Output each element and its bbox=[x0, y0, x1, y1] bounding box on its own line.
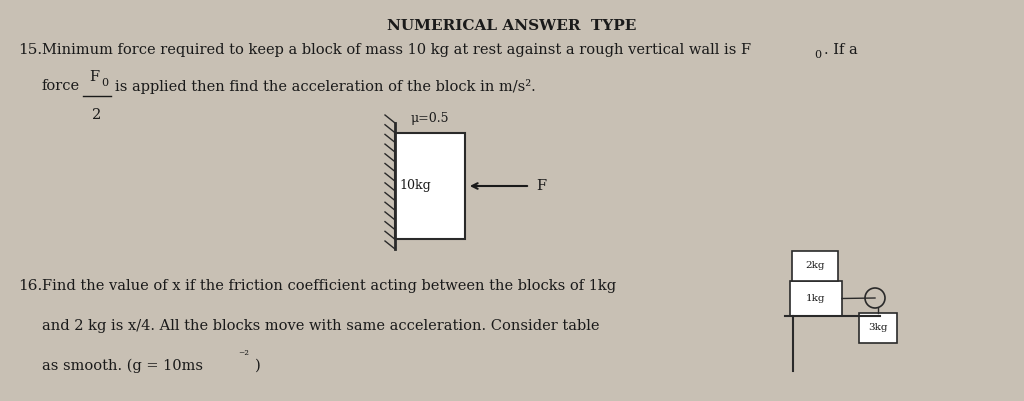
Text: 2kg: 2kg bbox=[805, 261, 824, 271]
Text: 0: 0 bbox=[101, 78, 109, 88]
Text: as smooth. (g = 10ms: as smooth. (g = 10ms bbox=[42, 359, 203, 373]
Text: Find the value of x if the friction coefficient acting between the blocks of 1kg: Find the value of x if the friction coef… bbox=[42, 279, 616, 293]
Text: is applied then find the acceleration of the block in m/s².: is applied then find the acceleration of… bbox=[115, 79, 536, 94]
Text: 15.: 15. bbox=[18, 43, 42, 57]
Text: 0: 0 bbox=[814, 50, 821, 60]
Bar bbox=[395, 133, 465, 239]
Text: Minimum force required to keep a block of mass 10 kg at rest against a rough ver: Minimum force required to keep a block o… bbox=[42, 43, 752, 57]
Text: 16.: 16. bbox=[18, 279, 42, 293]
Text: 1kg: 1kg bbox=[806, 294, 825, 303]
Text: 10kg: 10kg bbox=[399, 180, 431, 192]
Text: μ=0.5: μ=0.5 bbox=[411, 112, 450, 125]
Bar bbox=[859, 313, 897, 343]
Text: ⁻²: ⁻² bbox=[238, 349, 249, 362]
Text: force: force bbox=[42, 79, 80, 93]
Text: 3kg: 3kg bbox=[868, 324, 888, 332]
Text: 2: 2 bbox=[92, 108, 101, 122]
Text: F: F bbox=[536, 179, 546, 193]
Text: . If a: . If a bbox=[824, 43, 858, 57]
Bar bbox=[792, 251, 838, 281]
Text: and 2 kg is x/4. All the blocks move with same acceleration. Consider table: and 2 kg is x/4. All the blocks move wit… bbox=[42, 319, 599, 333]
Text: NUMERICAL ANSWER  TYPE: NUMERICAL ANSWER TYPE bbox=[387, 19, 637, 33]
Bar bbox=[790, 281, 842, 316]
Text: ): ) bbox=[255, 359, 261, 373]
Text: F: F bbox=[89, 70, 99, 84]
